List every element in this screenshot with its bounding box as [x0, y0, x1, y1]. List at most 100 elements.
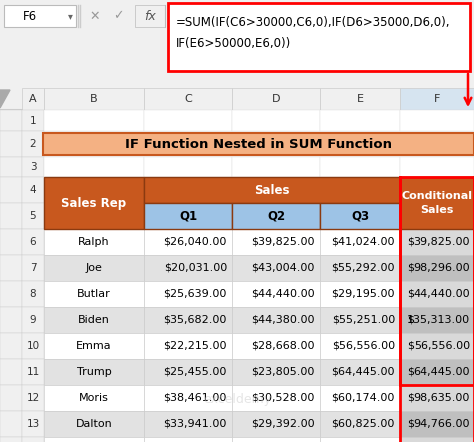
Bar [232, 411, 320, 437]
Text: Moris: Moris [79, 393, 109, 403]
Bar [22, 88, 44, 110]
Text: F6: F6 [23, 9, 37, 23]
Bar [43, 133, 474, 155]
Bar [144, 437, 232, 442]
Bar [320, 359, 400, 385]
Bar [44, 359, 144, 385]
Text: Sales Rep: Sales Rep [62, 197, 127, 210]
Bar [0, 255, 22, 281]
Text: D: D [272, 94, 280, 104]
Bar [144, 411, 232, 437]
Text: $35,682.00: $35,682.00 [164, 315, 227, 325]
Bar [22, 437, 44, 442]
Text: $29,195.00: $29,195.00 [331, 289, 395, 299]
Bar [400, 307, 474, 333]
Bar [0, 229, 22, 255]
Text: Q1: Q1 [179, 210, 197, 222]
Bar [320, 411, 400, 437]
Text: $55,292.00: $55,292.00 [331, 263, 395, 273]
Bar [232, 437, 320, 442]
Bar [400, 229, 474, 255]
Bar [232, 307, 320, 333]
Bar [320, 110, 400, 131]
Polygon shape [0, 90, 10, 108]
Bar [320, 229, 400, 255]
Bar [0, 281, 22, 307]
Bar [0, 359, 22, 385]
Text: Biden: Biden [78, 315, 110, 325]
Text: ▾: ▾ [68, 11, 73, 21]
Text: 94,766.00: 94,766.00 [413, 419, 470, 429]
Text: Joe: Joe [86, 263, 102, 273]
Text: B: B [90, 94, 98, 104]
Text: $23,805.00: $23,805.00 [252, 367, 315, 377]
Text: $44,440.00: $44,440.00 [251, 289, 315, 299]
Bar [22, 411, 44, 437]
Text: $25,639.00: $25,639.00 [164, 289, 227, 299]
Text: Trump: Trump [77, 367, 111, 377]
Text: ✕: ✕ [90, 9, 100, 23]
Bar [44, 255, 144, 281]
Text: $64,445.00: $64,445.00 [331, 367, 395, 377]
Bar [168, 3, 470, 71]
Text: ✓: ✓ [113, 9, 123, 23]
Bar [144, 333, 232, 359]
Text: $56,556.00: $56,556.00 [332, 341, 395, 351]
Bar [320, 203, 400, 229]
Text: $: $ [407, 419, 414, 429]
Bar [22, 177, 44, 203]
Text: 2: 2 [30, 139, 36, 149]
Text: 11: 11 [27, 367, 40, 377]
Text: 56,556.00: 56,556.00 [414, 341, 470, 351]
Text: 8: 8 [30, 289, 36, 299]
Text: Sales: Sales [254, 183, 290, 197]
Text: A: A [29, 94, 37, 104]
Bar [400, 157, 474, 177]
Text: E: E [356, 94, 364, 104]
Bar [44, 307, 144, 333]
Text: $: $ [407, 393, 414, 403]
Text: IF Function Nested in SUM Function: IF Function Nested in SUM Function [126, 137, 392, 150]
Text: 98,635.00: 98,635.00 [414, 393, 470, 403]
Bar [232, 359, 320, 385]
Bar [0, 385, 22, 411]
Text: $20,031.00: $20,031.00 [164, 263, 227, 273]
Bar [320, 255, 400, 281]
Bar [400, 281, 474, 307]
Text: $: $ [407, 289, 414, 299]
Text: =SUM(IF(C6>30000,C6,0),IF(D6>35000,D6,0),
IF(E6>50000,E6,0)): =SUM(IF(C6>30000,C6,0),IF(D6>35000,D6,0)… [176, 16, 450, 50]
Bar [232, 333, 320, 359]
Text: $38,461.00: $38,461.00 [164, 393, 227, 403]
Bar [144, 177, 400, 203]
Bar [0, 88, 474, 110]
Text: 64,445.00: 64,445.00 [413, 367, 470, 377]
Text: Dalton: Dalton [76, 419, 112, 429]
Text: $44,380.00: $44,380.00 [252, 315, 315, 325]
Bar [400, 411, 474, 437]
Bar [44, 411, 144, 437]
Text: $: $ [407, 237, 414, 247]
Bar [44, 281, 144, 307]
Bar [4, 5, 76, 27]
Bar [400, 110, 474, 131]
Bar [144, 88, 232, 110]
Bar [320, 307, 400, 333]
Bar [232, 255, 320, 281]
Text: $26,040.00: $26,040.00 [164, 237, 227, 247]
Bar [0, 307, 22, 333]
Bar [0, 203, 22, 229]
Bar [144, 359, 232, 385]
Bar [320, 88, 400, 110]
Bar [0, 157, 22, 177]
Text: F: F [434, 94, 440, 104]
Text: Q2: Q2 [267, 210, 285, 222]
Bar [0, 177, 22, 203]
Bar [320, 333, 400, 359]
Bar [22, 131, 44, 157]
Bar [400, 88, 474, 110]
Bar [400, 333, 474, 359]
Text: $: $ [407, 341, 414, 351]
Bar [144, 255, 232, 281]
Text: $30,528.00: $30,528.00 [252, 393, 315, 403]
Bar [400, 255, 474, 281]
